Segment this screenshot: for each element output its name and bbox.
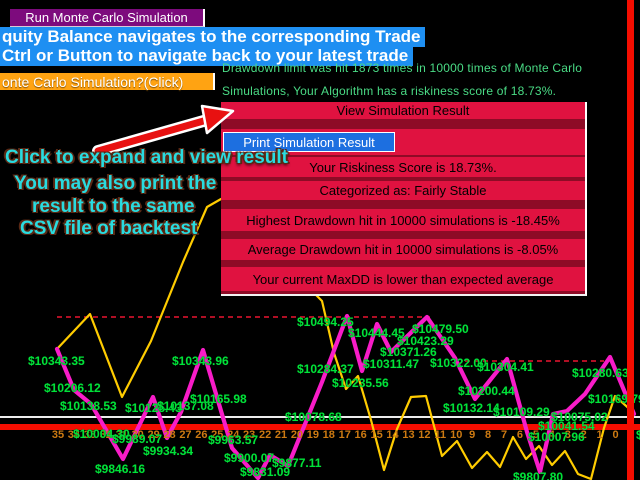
simulation-result-panel: View Simulation Result Print Simulation … — [221, 102, 587, 296]
baseline-10000-line — [0, 416, 640, 418]
backtest-equity-yellow — [55, 197, 636, 480]
run-another-simulation-button[interactable]: onte Carlo Simulation?(Click) — [0, 73, 215, 90]
riskiness-score-bar[interactable]: Your Riskiness Score is 18.73%. — [221, 157, 585, 177]
average-drawdown-bar[interactable]: Average Drawdown hit in 10000 simulation… — [221, 239, 585, 260]
view-simulation-result-button[interactable]: View Simulation Result — [221, 102, 585, 119]
highest-drawdown-bar[interactable]: Highest Drawdown hit in 10000 simulation… — [221, 209, 585, 231]
print-simulation-result-bar[interactable]: Print Simulation Result — [221, 129, 585, 155]
maxdd-comparison-bar[interactable]: Your current MaxDD is lower than expecte… — [221, 267, 585, 291]
navigation-note-line1: quity Balance navigates to the correspon… — [0, 27, 426, 47]
drawdown-limit-dashed-lines — [57, 316, 604, 362]
print-simulation-result-button[interactable]: Print Simulation Result — [223, 132, 395, 152]
drawdown-alert-line — [0, 424, 640, 430]
equity-curves — [54, 197, 637, 480]
monte-carlo-equity-magenta — [54, 313, 637, 480]
drawdown-summary-line1: Drawdown limit was hit 1873 times in 100… — [222, 61, 583, 75]
category-bar[interactable]: Categorized as: Fairly Stable — [221, 181, 585, 200]
run-monte-carlo-button[interactable]: Run Monte Carlo Simulation — [10, 9, 205, 27]
navigation-note-line2: Ctrl or Button to navigate back to your … — [0, 46, 414, 66]
drawdown-summary-line2: Simulations, Your Algorithm has a riskin… — [222, 84, 557, 98]
current-bar-vertical-line — [627, 0, 634, 480]
